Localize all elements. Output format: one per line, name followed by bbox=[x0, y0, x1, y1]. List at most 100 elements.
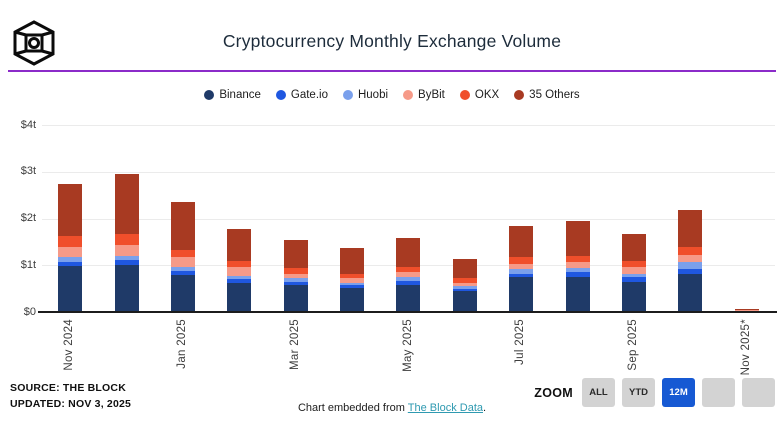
zoom-button-all[interactable]: ALL bbox=[582, 378, 615, 407]
bar-segment-okx[interactable] bbox=[565, 255, 590, 263]
bar-segment-bybit[interactable] bbox=[396, 271, 421, 277]
bar-segment-binance[interactable] bbox=[678, 274, 703, 312]
bar-segment-huobi[interactable] bbox=[114, 255, 139, 260]
bar-segment-binance[interactable] bbox=[227, 282, 252, 312]
bar-segment-gate-io[interactable] bbox=[678, 268, 703, 275]
bar-segment-okx[interactable] bbox=[396, 266, 421, 272]
zoom-button-ytd[interactable]: YTD bbox=[622, 378, 655, 407]
bar-segment-binance[interactable] bbox=[170, 274, 195, 312]
bar-segment-bybit[interactable] bbox=[227, 266, 252, 277]
bar-segment-35-others[interactable] bbox=[396, 238, 421, 267]
bar-feb-2025[interactable] bbox=[227, 125, 252, 312]
bar-segment-binance[interactable] bbox=[396, 284, 421, 312]
bar-segment-bybit[interactable] bbox=[452, 282, 477, 286]
bar-segment-gate-io[interactable] bbox=[621, 277, 646, 282]
bar-segment-huobi[interactable] bbox=[170, 266, 195, 271]
bar-segment-okx[interactable] bbox=[621, 260, 646, 267]
bar-segment-huobi[interactable] bbox=[621, 273, 646, 278]
bar-segment-35-others[interactable] bbox=[58, 184, 83, 236]
bar-segment-bybit[interactable] bbox=[58, 246, 83, 257]
legend-item-bybit[interactable]: ByBit bbox=[403, 89, 445, 101]
bar-nov-2025[interactable] bbox=[734, 125, 759, 312]
bar-jul-2025[interactable] bbox=[509, 125, 534, 312]
bar-segment-okx[interactable] bbox=[340, 273, 365, 279]
bar-segment-35-others[interactable] bbox=[227, 228, 252, 261]
bar-segment-okx[interactable] bbox=[509, 257, 534, 264]
bar-segment-huobi[interactable] bbox=[678, 261, 703, 269]
legend-item-okx[interactable]: OKX bbox=[459, 89, 499, 101]
bar-segment-binance[interactable] bbox=[114, 264, 139, 312]
bar-segment-huobi[interactable] bbox=[565, 267, 590, 272]
bar-segment-bybit[interactable] bbox=[283, 273, 308, 279]
bar-segment-gate-io[interactable] bbox=[170, 270, 195, 275]
legend-item-huobi[interactable]: Huobi bbox=[342, 89, 388, 101]
bar-segment-35-others[interactable] bbox=[565, 221, 590, 256]
bar-sep-2025[interactable] bbox=[621, 125, 646, 312]
bar-segment-huobi[interactable] bbox=[509, 269, 534, 274]
the-block-data-link[interactable]: The Block Data bbox=[407, 402, 483, 414]
bar-segment-bybit[interactable] bbox=[170, 256, 195, 267]
bar-segment-gate-io[interactable] bbox=[396, 280, 421, 285]
bar-segment-okx[interactable] bbox=[283, 268, 308, 274]
bar-segment-okx[interactable] bbox=[58, 235, 83, 247]
bar-segment-35-others[interactable] bbox=[170, 202, 195, 250]
bar-oct-2025[interactable] bbox=[678, 125, 703, 312]
bar-segment-gate-io[interactable] bbox=[114, 259, 139, 265]
bar-segment-bybit[interactable] bbox=[509, 263, 534, 269]
bar-segment-okx[interactable] bbox=[678, 247, 703, 255]
bar-segment-bybit[interactable] bbox=[565, 262, 590, 268]
bar-segment-35-others[interactable] bbox=[678, 209, 703, 248]
zoom-button-blank-3[interactable] bbox=[702, 378, 735, 407]
bar-segment-binance[interactable] bbox=[565, 276, 590, 312]
bar-segment-gate-io[interactable] bbox=[283, 281, 308, 286]
legend-item-35-others[interactable]: 35 Others bbox=[514, 89, 580, 101]
bar-segment-huobi[interactable] bbox=[452, 285, 477, 289]
bar-segment-okx[interactable] bbox=[170, 249, 195, 257]
bar-segment-35-others[interactable] bbox=[340, 248, 365, 274]
zoom-button-blank-4[interactable] bbox=[742, 378, 775, 407]
zoom-button-12m[interactable]: 12M bbox=[662, 378, 695, 407]
legend-item-gate-io[interactable]: Gate.io bbox=[275, 89, 328, 101]
bar-mar-2025[interactable] bbox=[283, 125, 308, 312]
bar-segment-huobi[interactable] bbox=[396, 276, 421, 281]
bar-segment-binance[interactable] bbox=[452, 290, 477, 312]
bar-segment-gate-io[interactable] bbox=[58, 261, 83, 266]
bar-segment-gate-io[interactable] bbox=[227, 279, 252, 283]
bar-segment-35-others[interactable] bbox=[114, 173, 139, 235]
bar-segment-bybit[interactable] bbox=[678, 255, 703, 262]
bar-segment-gate-io[interactable] bbox=[509, 273, 534, 278]
bar-segment-okx[interactable] bbox=[452, 278, 477, 283]
bar-segment-35-others[interactable] bbox=[283, 239, 308, 269]
bar-segment-okx[interactable] bbox=[227, 260, 252, 267]
bar-segment-binance[interactable] bbox=[621, 281, 646, 312]
bar-segment-okx[interactable] bbox=[114, 234, 139, 245]
y-tick-0: $0 bbox=[23, 305, 36, 318]
bar-segment-huobi[interactable] bbox=[340, 282, 365, 286]
bar-segment-gate-io[interactable] bbox=[565, 271, 590, 277]
bar-may-2025[interactable] bbox=[396, 125, 421, 312]
bar-segment-binance[interactable] bbox=[58, 265, 83, 312]
bar-segment-35-others[interactable] bbox=[734, 308, 759, 310]
bar-segment-huobi[interactable] bbox=[58, 256, 83, 262]
bar-aug-2025[interactable] bbox=[565, 125, 590, 312]
zoom-controls: ZOOM ALL YTD 12M bbox=[534, 378, 775, 407]
bar-segment-binance[interactable] bbox=[509, 277, 534, 312]
bar-segment-huobi[interactable] bbox=[227, 276, 252, 280]
bar-segment-35-others[interactable] bbox=[509, 226, 534, 258]
bar-segment-binance[interactable] bbox=[340, 288, 365, 312]
bar-segment-gate-io[interactable] bbox=[452, 288, 477, 291]
legend-item-binance[interactable]: Binance bbox=[204, 89, 261, 101]
bar-segment-bybit[interactable] bbox=[114, 244, 139, 256]
bar-segment-35-others[interactable] bbox=[452, 259, 477, 279]
bar-jun-2025[interactable] bbox=[452, 125, 477, 312]
bar-segment-huobi[interactable] bbox=[283, 278, 308, 282]
bar-dec-2024[interactable] bbox=[114, 125, 139, 312]
bar-segment-gate-io[interactable] bbox=[340, 285, 365, 289]
bar-segment-binance[interactable] bbox=[283, 285, 308, 312]
bar-segment-bybit[interactable] bbox=[340, 278, 365, 283]
bar-nov-2024[interactable] bbox=[58, 125, 83, 312]
bar-segment-bybit[interactable] bbox=[621, 266, 646, 274]
bar-jan-2025[interactable] bbox=[170, 125, 195, 312]
bar-segment-35-others[interactable] bbox=[621, 233, 646, 261]
bar-apr-2025[interactable] bbox=[340, 125, 365, 312]
